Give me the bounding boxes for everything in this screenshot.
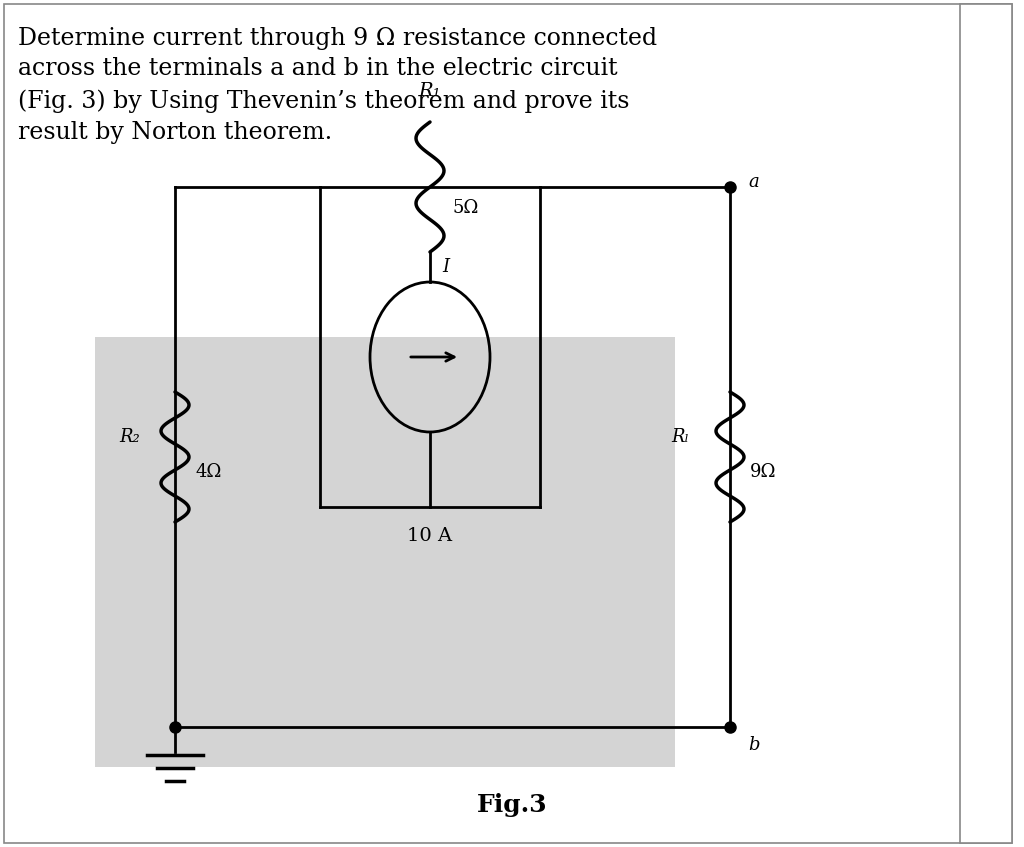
Text: R₂: R₂ bbox=[120, 428, 140, 446]
Text: Rₗ: Rₗ bbox=[671, 428, 689, 446]
Text: 9Ω: 9Ω bbox=[750, 463, 776, 481]
Text: Determine current through 9 Ω resistance connected: Determine current through 9 Ω resistance… bbox=[18, 27, 657, 50]
Text: I: I bbox=[442, 258, 450, 276]
Text: result by Norton theorem.: result by Norton theorem. bbox=[18, 121, 332, 144]
Bar bbox=[961, 4, 1012, 843]
Bar bbox=[95, 337, 675, 767]
Text: a: a bbox=[748, 173, 759, 191]
Text: 4Ω: 4Ω bbox=[195, 463, 221, 481]
Text: 10 A: 10 A bbox=[408, 527, 453, 545]
Text: R₁: R₁ bbox=[419, 82, 441, 100]
Text: b: b bbox=[748, 736, 760, 754]
Text: across the terminals a and b in the electric circuit: across the terminals a and b in the elec… bbox=[18, 57, 617, 80]
Text: Fig.3: Fig.3 bbox=[477, 793, 547, 817]
Text: (Fig. 3) by Using Thevenin’s theorem and prove its: (Fig. 3) by Using Thevenin’s theorem and… bbox=[18, 89, 630, 113]
Text: 5Ω: 5Ω bbox=[452, 199, 478, 217]
